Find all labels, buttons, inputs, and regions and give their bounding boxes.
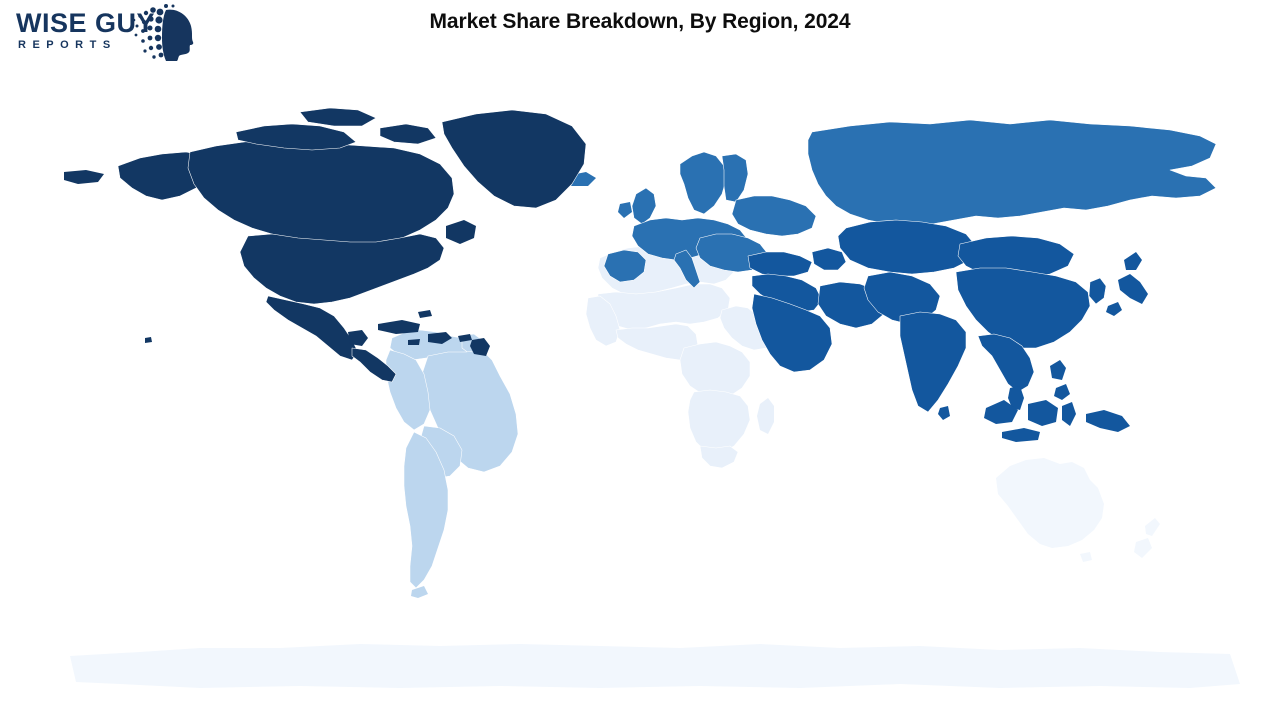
world-choropleth-map (64, 107, 1240, 688)
region-asia-pacific[interactable] (747, 219, 1148, 442)
dotted-head-profile-icon (132, 4, 194, 61)
region-middle-east-africa[interactable] (585, 245, 774, 469)
region-europe[interactable] (563, 119, 1217, 289)
page-title: Market Share Breakdown, By Region, 2024 (429, 10, 851, 33)
logo-subtext: REPORTS (18, 39, 117, 51)
region-south-america[interactable] (385, 329, 519, 598)
wise-guy-reports-logo: WISE GUY REPORTS (10, 4, 200, 62)
logo-wordmark: WISE GUY (16, 8, 156, 38)
region-oceania-antarctica[interactable] (70, 458, 1240, 688)
world-map-container (0, 48, 1280, 720)
region-north-america[interactable] (64, 107, 587, 383)
